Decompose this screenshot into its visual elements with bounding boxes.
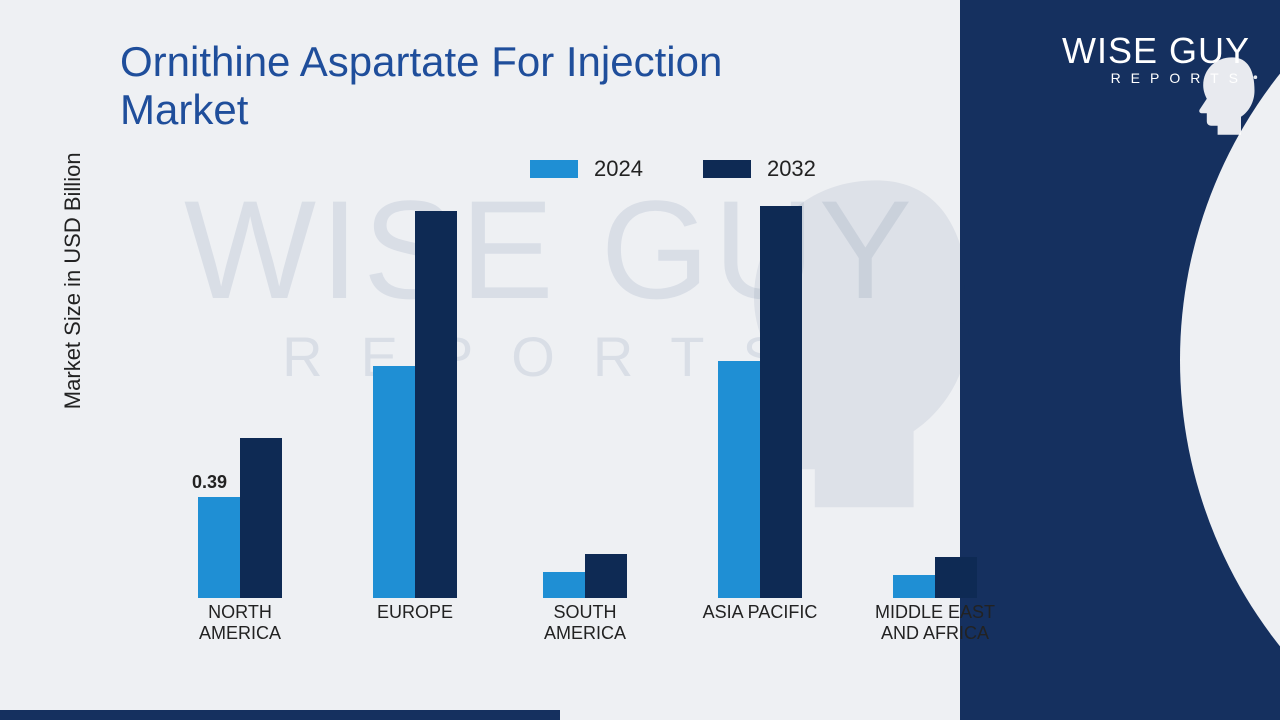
bar-chart: Market Size in USD Billion 2024 2032 0.3…	[60, 150, 1020, 710]
bar-2032	[415, 211, 457, 598]
x-axis-label: ASIA PACIFIC	[695, 602, 825, 623]
x-axis-label: NORTH AMERICA	[175, 602, 305, 643]
bar-group	[893, 557, 977, 598]
brand-logo: WISE GUY REPORTS	[1062, 30, 1250, 86]
x-axis-label: EUROPE	[350, 602, 480, 623]
legend: 2024 2032	[530, 156, 816, 182]
x-axis-label: SOUTH AMERICA	[520, 602, 650, 643]
legend-label-2024: 2024	[594, 156, 643, 182]
brand-head-icon	[1178, 52, 1268, 142]
legend-swatch-2032	[703, 160, 751, 178]
bar-group	[543, 554, 627, 598]
bar-2024	[198, 497, 240, 598]
legend-swatch-2024	[530, 160, 578, 178]
bar-2024	[373, 366, 415, 598]
legend-item-2024: 2024	[530, 156, 643, 182]
bar-group	[373, 211, 457, 598]
y-axis-label: Market Size in USD Billion	[60, 152, 86, 409]
bar-2024	[718, 361, 760, 598]
bar-2024	[543, 572, 585, 598]
page-title: Ornithine Aspartate For Injection Market	[120, 38, 760, 135]
bar-group	[718, 206, 802, 598]
bar-value-label: 0.39	[192, 472, 227, 493]
bar-2032	[585, 554, 627, 598]
bar-2032	[240, 438, 282, 598]
bottom-accent-bar	[0, 710, 560, 720]
bar-2032	[760, 206, 802, 598]
stage: WISE GUY REPORTS WISE GUY REPORTS Ornith…	[0, 0, 1280, 720]
x-axis-labels: NORTH AMERICA EUROPE SOUTH AMERICA ASIA PAC…	[140, 602, 1000, 702]
x-axis-label: MIDDLE EAST AND AFRICA	[870, 602, 1000, 643]
legend-item-2032: 2032	[703, 156, 816, 182]
legend-label-2032: 2032	[767, 156, 816, 182]
bar-2032	[935, 557, 977, 598]
bar-2024	[893, 575, 935, 598]
bar-group	[198, 438, 282, 598]
plot-area: 0.39	[140, 198, 1000, 598]
